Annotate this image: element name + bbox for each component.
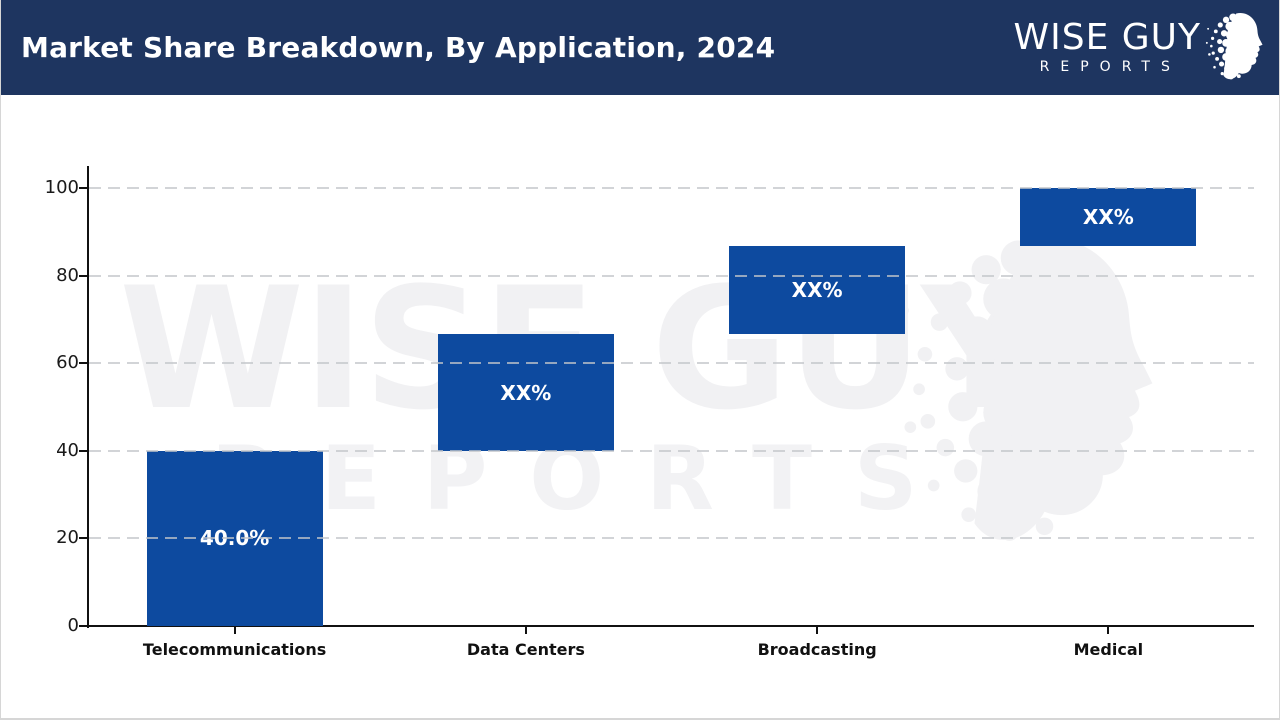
gridline [89, 537, 1254, 540]
x-category-label: Medical [1073, 640, 1144, 659]
y-tick-mark [79, 274, 87, 277]
y-tick-mark [79, 537, 87, 540]
brand-name-text: WISE GUY [1013, 17, 1201, 58]
gridline [89, 449, 1254, 452]
gridline [89, 187, 1254, 189]
y-tick-label: 0 [67, 615, 79, 636]
y-axis-line [87, 166, 89, 628]
y-tick-mark [79, 362, 87, 365]
x-tick-mark [1107, 626, 1110, 634]
y-tick-mark [79, 187, 87, 189]
page-title: Market Share Breakdown, By Application, … [21, 31, 776, 64]
y-tick-label: 80 [56, 264, 79, 286]
gridline [89, 362, 1254, 365]
y-tick-label: 60 [56, 352, 79, 374]
bar-value-label: XX% [1082, 204, 1134, 229]
bar-value-label: XX% [791, 278, 843, 303]
y-tick-label: 100 [44, 177, 79, 198]
y-tick-label: 40 [56, 439, 79, 461]
x-category-label: Broadcasting [757, 640, 877, 659]
brand-wordmark: WISE GUY REPORTS [1013, 17, 1202, 76]
x-tick-mark [233, 626, 236, 634]
y-tick-label: 20 [56, 527, 79, 549]
x-tick-mark [524, 626, 527, 634]
header-bar: Market Share Breakdown, By Application, … [1, 0, 1279, 95]
brand-logo: WISE GUY REPORTS [1014, 8, 1268, 88]
bar-value-label: XX% [500, 380, 552, 405]
y-tick-mark [79, 449, 87, 452]
x-category-label: Data Centers [466, 640, 585, 659]
brand-face-icon [1203, 8, 1267, 88]
brand-reports-text: REPORTS [1039, 59, 1181, 75]
x-category-label: Telecommunications [142, 640, 327, 659]
gridline [89, 274, 1254, 277]
y-tick-mark [79, 625, 87, 627]
x-tick-mark [816, 626, 819, 634]
bar-data-centers: XX% [437, 334, 614, 451]
bar-medical: XX% [1020, 188, 1197, 246]
x-axis-line [87, 625, 1254, 627]
bar-broadcasting: XX% [729, 245, 906, 335]
